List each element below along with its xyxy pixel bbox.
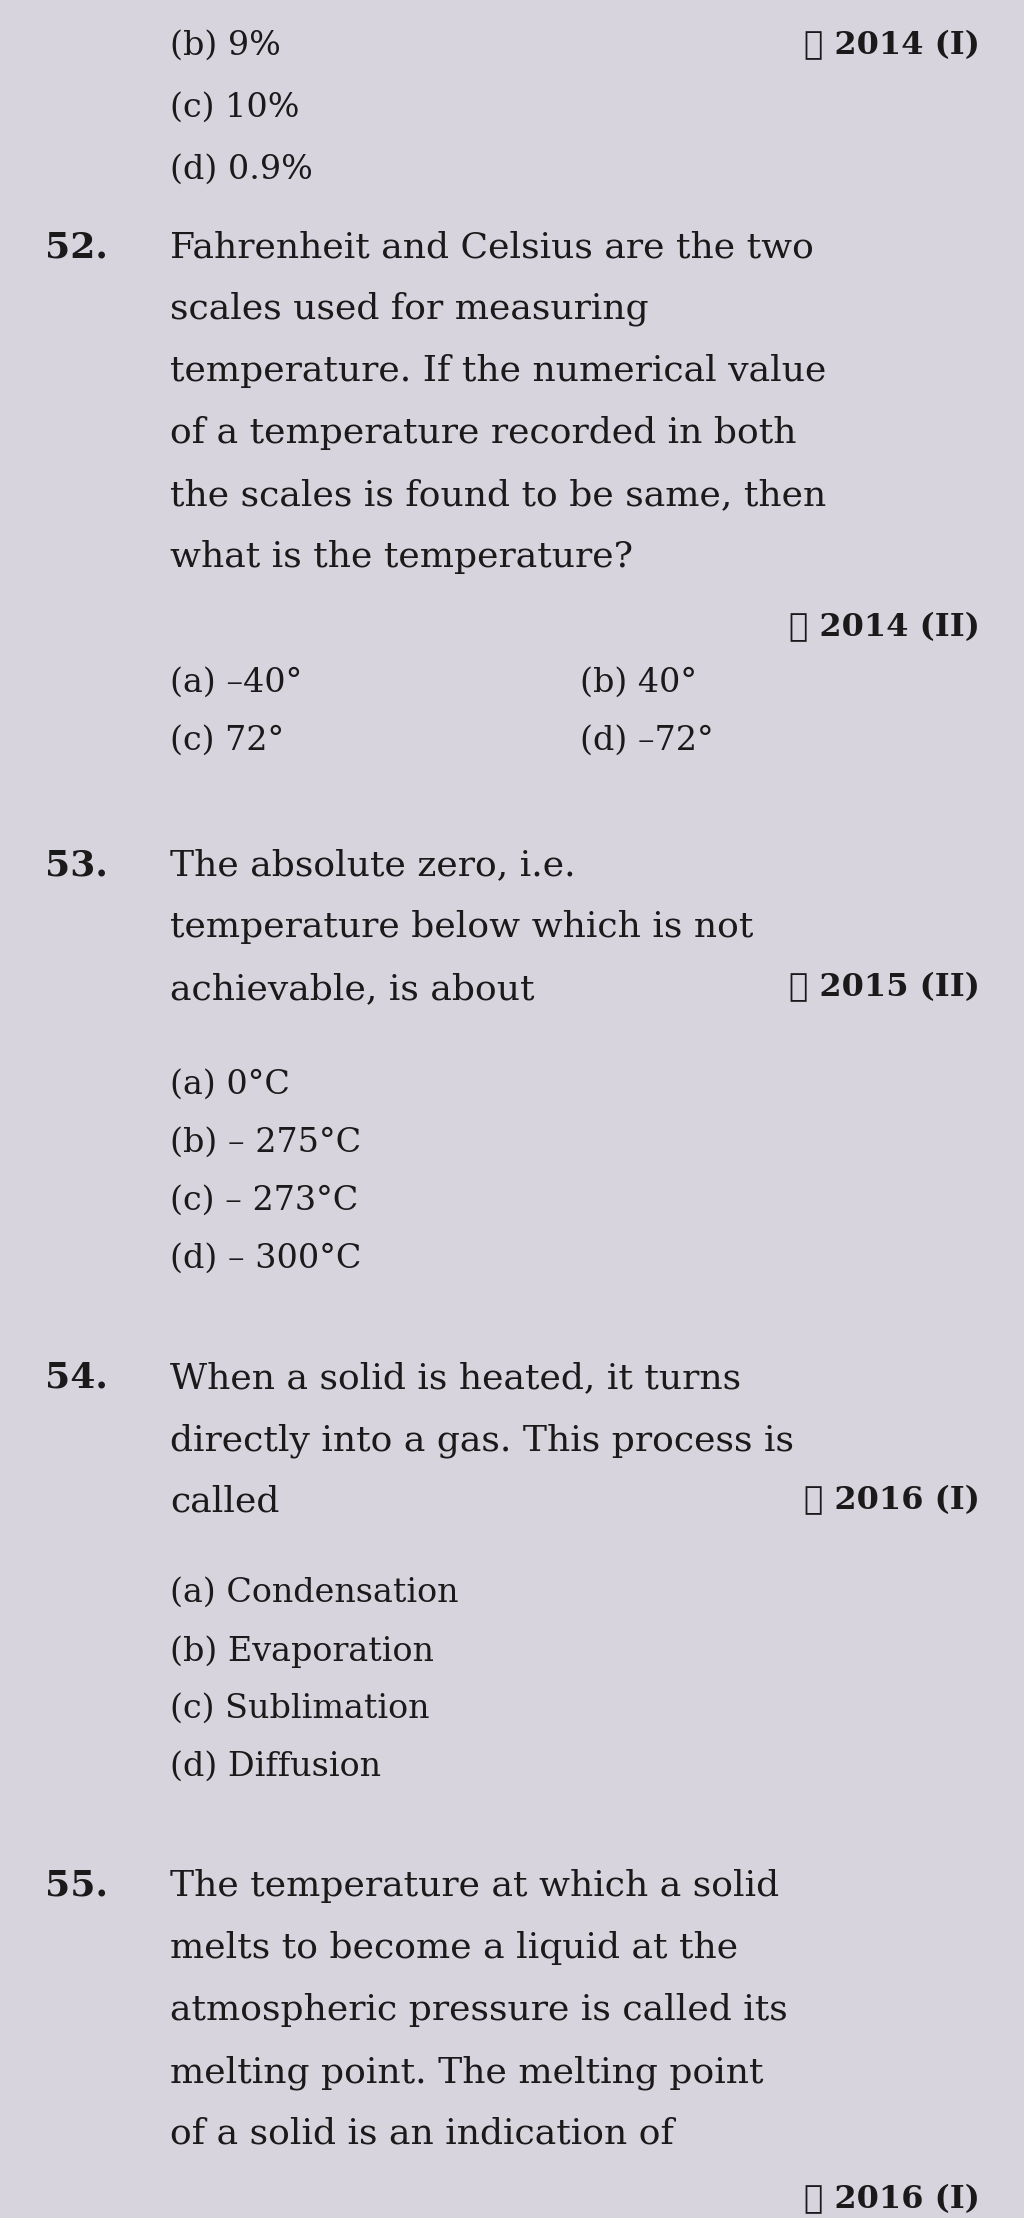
Text: (d) –72°: (d) –72° <box>580 725 714 756</box>
Text: (c) 72°: (c) 72° <box>170 725 284 756</box>
Text: (d) 0.9%: (d) 0.9% <box>170 153 313 186</box>
Text: (b) – 275°C: (b) – 275°C <box>170 1127 361 1160</box>
Text: (a) 0°C: (a) 0°C <box>170 1069 290 1100</box>
Text: 54.: 54. <box>45 1362 108 1395</box>
Text: (a) –40°: (a) –40° <box>170 668 302 699</box>
Text: 52.: 52. <box>45 231 108 264</box>
Text: (d) Diffusion: (d) Diffusion <box>170 1750 381 1783</box>
Text: (c) Sublimation: (c) Sublimation <box>170 1692 429 1726</box>
Text: Fahrenheit and Celsius are the two: Fahrenheit and Celsius are the two <box>170 231 814 264</box>
Text: what is the temperature?: what is the temperature? <box>170 539 633 574</box>
Text: atmospheric pressure is called its: atmospheric pressure is called its <box>170 1994 787 2027</box>
Text: of a solid is an indication of: of a solid is an indication of <box>170 2116 674 2151</box>
Text: (c) 10%: (c) 10% <box>170 91 299 124</box>
Text: (b) 40°: (b) 40° <box>580 668 697 699</box>
Text: ☑ 2014 (II): ☑ 2014 (II) <box>790 612 980 643</box>
Text: achievable, is about: achievable, is about <box>170 971 535 1007</box>
Text: the scales is found to be same, then: the scales is found to be same, then <box>170 479 826 512</box>
Text: ☑ 2016 (I): ☑ 2016 (I) <box>804 2185 980 2216</box>
Text: temperature. If the numerical value: temperature. If the numerical value <box>170 355 826 388</box>
Text: When a solid is heated, it turns: When a solid is heated, it turns <box>170 1362 741 1395</box>
Text: called: called <box>170 1486 280 1519</box>
Text: directly into a gas. This process is: directly into a gas. This process is <box>170 1424 794 1457</box>
Text: (d) – 300°C: (d) – 300°C <box>170 1242 361 1275</box>
Text: temperature below which is not: temperature below which is not <box>170 909 754 945</box>
Text: ☑ 2014 (I): ☑ 2014 (I) <box>804 31 980 62</box>
Text: (b) Evaporation: (b) Evaporation <box>170 1635 434 1668</box>
Text: (c) – 273°C: (c) – 273°C <box>170 1184 358 1218</box>
Text: of a temperature recorded in both: of a temperature recorded in both <box>170 417 797 450</box>
Text: melting point. The melting point: melting point. The melting point <box>170 2056 764 2089</box>
Text: The temperature at which a solid: The temperature at which a solid <box>170 1870 779 1903</box>
Text: (b) 9%: (b) 9% <box>170 31 281 62</box>
Text: The absolute zero, i.e.: The absolute zero, i.e. <box>170 847 575 883</box>
Text: ☑ 2015 (II): ☑ 2015 (II) <box>790 971 980 1003</box>
Text: ☑ 2016 (I): ☑ 2016 (I) <box>804 1486 980 1515</box>
Text: 53.: 53. <box>45 847 108 883</box>
Text: 55.: 55. <box>45 1870 108 1903</box>
Text: melts to become a liquid at the: melts to become a liquid at the <box>170 1932 738 1965</box>
Text: (a) Condensation: (a) Condensation <box>170 1577 459 1608</box>
Text: scales used for measuring: scales used for measuring <box>170 293 648 326</box>
